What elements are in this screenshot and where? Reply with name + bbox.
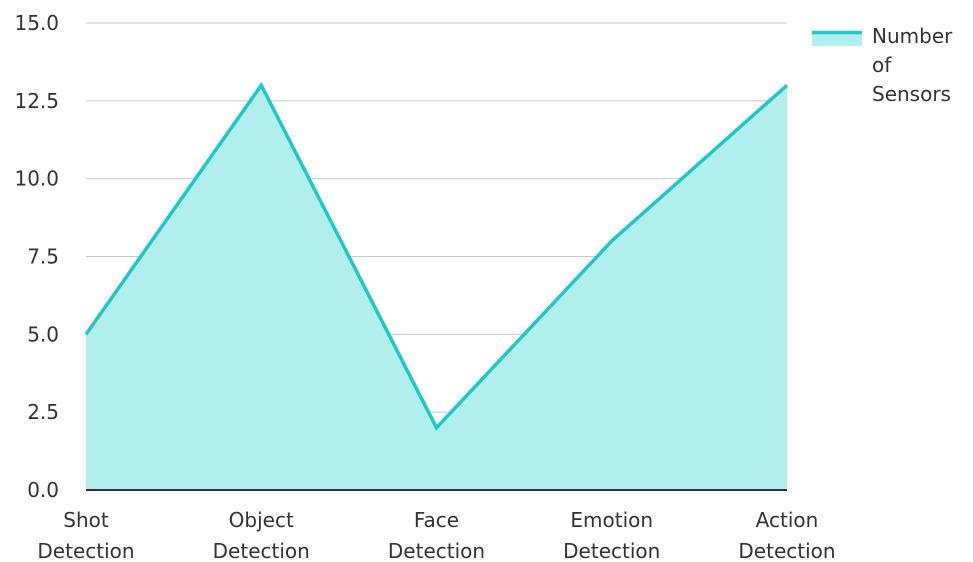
y-tick-label: 15.0 [14,11,59,35]
y-tick-labels: 0.0 2.5 5.0 7.5 10.0 12.5 15.0 [14,11,59,502]
legend-swatch-fill [812,31,862,46]
x-tick-label: Face Detection [388,508,485,562]
series-area-layer [84,81,789,491]
legend-label: Number of Sensors [872,24,953,106]
x-tick-label: Emotion Detection [563,508,660,562]
y-tick-label: 10.0 [14,167,59,191]
x-tick-label: Action Detection [738,508,835,562]
y-tick-label: 2.5 [27,400,59,424]
x-tick-label: Object Detection [213,508,310,562]
y-tick-label: 7.5 [27,245,59,269]
series-area-fill [86,85,787,491]
y-tick-label: 12.5 [14,89,59,113]
x-tick-labels: Shot Detection Object Detection Face Detectio… [37,508,835,562]
y-tick-label: 0.0 [27,478,59,502]
legend: Number of Sensors [812,24,953,106]
x-tick-label: Shot Detection [37,508,134,562]
y-tick-label: 5.0 [27,322,59,346]
